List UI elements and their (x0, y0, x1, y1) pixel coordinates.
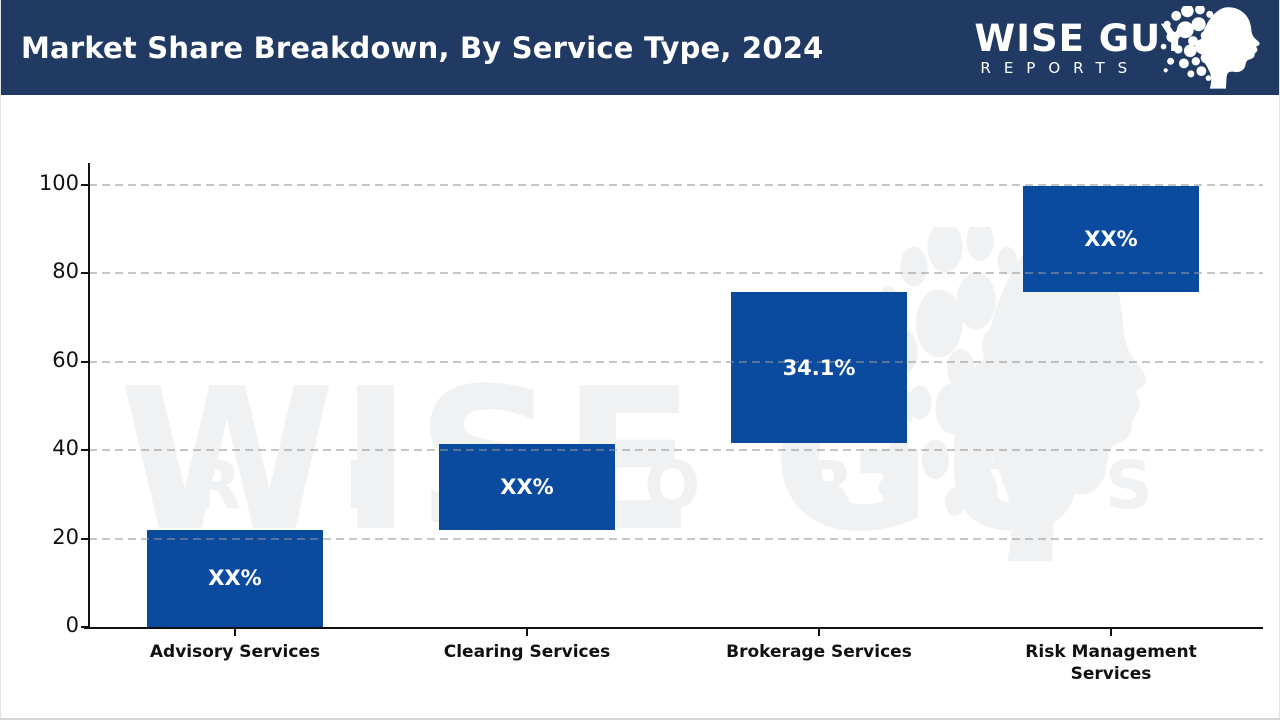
bar-value-label: 34.1% (782, 355, 856, 380)
y-tick-label: 0 (65, 613, 79, 637)
brand-subtitle: REPORTS (980, 59, 1141, 77)
brand-name: WISE GUY (974, 17, 1189, 60)
brand-face-icon (1160, 6, 1260, 89)
y-tick-mark (81, 537, 89, 540)
brand-text: WISE GUY REPORTS (974, 20, 1189, 76)
x-tick-mark (526, 629, 528, 636)
bar (439, 443, 615, 530)
bar-value-label: XX% (208, 566, 262, 591)
y-tick-label: 20 (52, 524, 79, 549)
bar (147, 529, 323, 627)
x-axis-line (84, 627, 1263, 629)
chart-title: Market Share Breakdown, By Service Type,… (21, 30, 824, 65)
x-tick-mark (234, 629, 236, 636)
bar-value-label: XX% (500, 474, 554, 499)
y-tick-label: 60 (52, 347, 79, 372)
x-tick-mark (1110, 629, 1112, 636)
bar (731, 292, 907, 444)
y-tick-label: 40 (52, 436, 79, 461)
y-tick-mark (81, 184, 89, 186)
chart-area: WISE GU R E P O R T S XX%XX%34.1%XX% 020… (1, 95, 1279, 718)
x-tick-label: Clearing Services (443, 642, 611, 662)
y-tick-mark (81, 272, 89, 275)
x-tick-label: Brokerage Services (726, 642, 912, 662)
bar-value-label: XX% (1084, 226, 1138, 251)
header-bar: Market Share Breakdown, By Service Type,… (1, 0, 1279, 95)
brand-logo: WISE GUY REPORTS (974, 4, 1273, 92)
x-tick-label: Risk Management Services (1025, 642, 1197, 685)
y-tick-label: 100 (38, 171, 79, 195)
y-tick-mark (81, 449, 89, 452)
x-tick-label: Advisory Services (149, 642, 321, 662)
y-tick-mark (81, 360, 89, 363)
x-tick-mark (818, 629, 820, 636)
y-tick-label: 80 (52, 259, 79, 284)
y-axis-line (88, 163, 90, 629)
